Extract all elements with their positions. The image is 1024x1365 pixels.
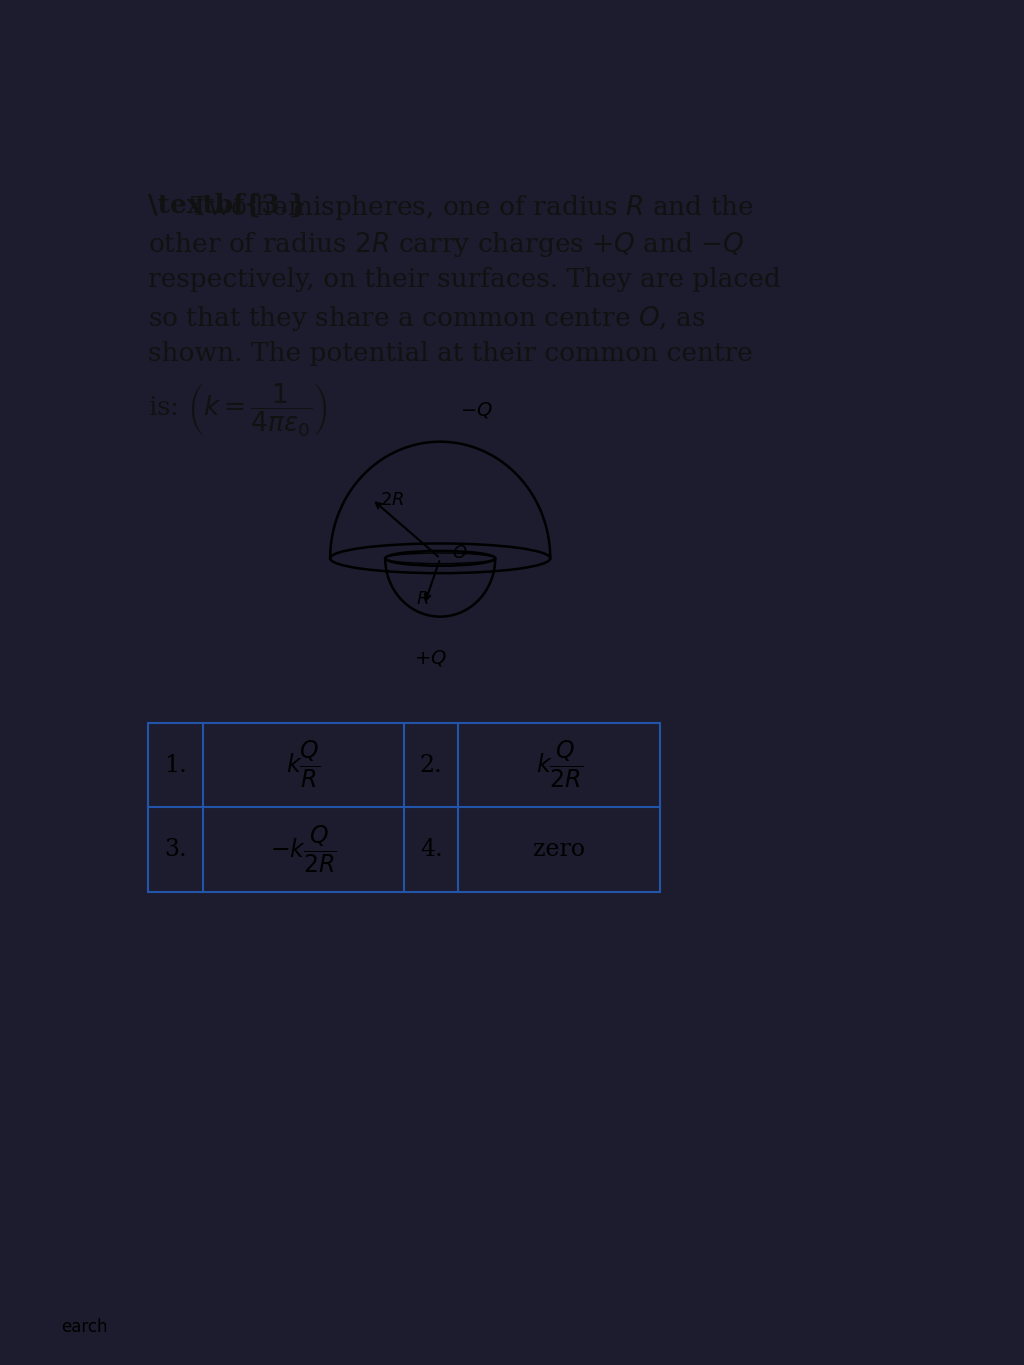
Text: 4.: 4. — [420, 838, 442, 861]
Text: 3.: 3. — [164, 838, 186, 861]
Text: zero: zero — [534, 838, 586, 861]
Text: $k\dfrac{Q}{R}$: $k\dfrac{Q}{R}$ — [287, 740, 321, 790]
Text: other of radius $2R$ carry charges $+Q$ and $-Q$: other of radius $2R$ carry charges $+Q$ … — [148, 229, 744, 258]
Text: $-k\dfrac{Q}{2R}$: $-k\dfrac{Q}{2R}$ — [270, 824, 337, 875]
Text: $k\dfrac{Q}{2R}$: $k\dfrac{Q}{2R}$ — [536, 740, 583, 790]
Bar — [148, 722, 660, 893]
Text: 1.: 1. — [164, 753, 186, 777]
Text: $R$: $R$ — [416, 590, 429, 607]
Text: 2.: 2. — [420, 753, 442, 777]
Text: $2R$: $2R$ — [380, 491, 404, 509]
Text: \textbf{3.}: \textbf{3.} — [148, 192, 306, 217]
Text: $+Q$: $+Q$ — [414, 648, 446, 669]
Text: so that they share a common centre $O$, as: so that they share a common centre $O$, … — [148, 304, 706, 333]
Text: $O$: $O$ — [453, 545, 468, 562]
Text: earch: earch — [61, 1319, 108, 1336]
Text: shown. The potential at their common centre: shown. The potential at their common cen… — [148, 341, 753, 366]
Text: $-Q$: $-Q$ — [460, 400, 494, 420]
Text: is: $\left(k = \dfrac{1}{4\pi\varepsilon_0}\right)$: is: $\left(k = \dfrac{1}{4\pi\varepsilon… — [148, 381, 328, 438]
Text: respectively, on their surfaces. They are placed: respectively, on their surfaces. They ar… — [148, 266, 781, 292]
Text: Two hemispheres, one of radius $R$ and the: Two hemispheres, one of radius $R$ and t… — [190, 192, 754, 221]
